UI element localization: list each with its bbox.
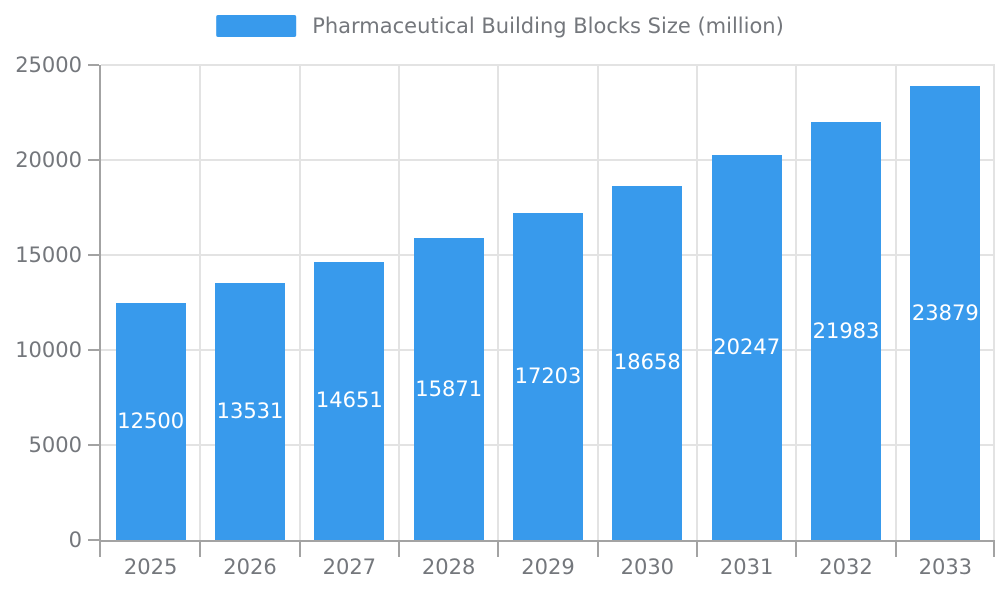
- bar-2029[interactable]: 17203: [513, 213, 583, 540]
- x-tick-label: 2027: [322, 555, 377, 579]
- bar-2025[interactable]: 12500: [115, 302, 186, 540]
- bar-value-label: 15871: [415, 376, 483, 401]
- y-axis-tick: [88, 159, 99, 161]
- x-axis-tick: [199, 542, 202, 557]
- y-tick-label: 20000: [15, 148, 82, 172]
- y-tick-label: 5000: [28, 433, 82, 457]
- bar-2030[interactable]: 18658: [612, 185, 683, 540]
- x-axis-tick: [696, 542, 698, 557]
- x-tick-label: 2026: [223, 555, 277, 579]
- bar-2031[interactable]: 20247: [711, 155, 782, 540]
- y-tick-label: 10000: [15, 338, 82, 362]
- y-tick-label: 25000: [15, 53, 82, 77]
- gridline-v: [596, 65, 599, 540]
- x-tick-label: 2029: [521, 555, 575, 579]
- bar-value-label: 23879: [911, 300, 979, 325]
- bar-value-label: 18658: [613, 350, 681, 375]
- gridline-v: [894, 65, 897, 540]
- y-axis-tick: [88, 349, 99, 351]
- bar-2027[interactable]: 14651: [314, 261, 385, 540]
- x-tick-label: 2028: [421, 555, 476, 579]
- x-axis-tick: [497, 542, 500, 557]
- gridline-v: [696, 65, 698, 540]
- bar-value-label: 21983: [812, 318, 880, 343]
- bar-2026[interactable]: 13531: [215, 282, 285, 540]
- bar-2032[interactable]: 21983: [811, 122, 881, 540]
- gridline-h: [101, 64, 995, 66]
- bar-2028[interactable]: 15871: [413, 238, 484, 540]
- gridline-h: [101, 159, 995, 161]
- plot-area: 0 5000 10000 15000 20000 25000 12500 2025 13531 2…: [15, 53, 995, 579]
- gridline-v: [398, 65, 400, 540]
- y-axis-line: [99, 65, 101, 542]
- x-axis-tick: [99, 542, 101, 557]
- bar-value-label: 20247: [713, 335, 781, 360]
- x-tick-label: 2033: [918, 555, 973, 579]
- x-tick-label: 2031: [719, 555, 774, 579]
- x-axis-tick: [298, 542, 301, 557]
- legend[interactable]: Pharmaceutical Building Blocks Size (mil…: [216, 14, 784, 38]
- x-axis-line: [99, 540, 995, 542]
- y-axis-tick: [88, 254, 99, 256]
- bar-value-label: 12500: [117, 408, 185, 433]
- x-axis-tick: [596, 542, 599, 557]
- x-axis-tick: [993, 542, 995, 557]
- x-axis-tick: [894, 542, 897, 557]
- x-axis-tick: [398, 542, 400, 557]
- bar-2033[interactable]: 23879: [910, 86, 981, 540]
- x-axis-tick: [795, 542, 798, 557]
- legend-label: Pharmaceutical Building Blocks Size (mil…: [312, 14, 784, 38]
- gridline-v: [497, 65, 500, 540]
- gridline-v: [993, 65, 995, 540]
- x-tick-label: 2025: [123, 555, 178, 579]
- gridline-v: [199, 65, 202, 540]
- y-axis-tick: [88, 64, 99, 66]
- gridline-v: [298, 65, 301, 540]
- bar-value-label: 17203: [514, 364, 582, 389]
- gridline-v: [795, 65, 798, 540]
- bar-value-label: 13531: [216, 398, 284, 423]
- legend-swatch[interactable]: [216, 15, 297, 37]
- y-tick-label: 15000: [15, 243, 82, 267]
- x-tick-label: 2030: [620, 555, 675, 579]
- x-tick-label: 2032: [819, 555, 873, 579]
- y-axis-tick: [88, 539, 99, 541]
- y-axis-tick: [88, 444, 99, 446]
- y-tick-label: 0: [68, 528, 82, 552]
- bar-value-label: 14651: [315, 388, 383, 413]
